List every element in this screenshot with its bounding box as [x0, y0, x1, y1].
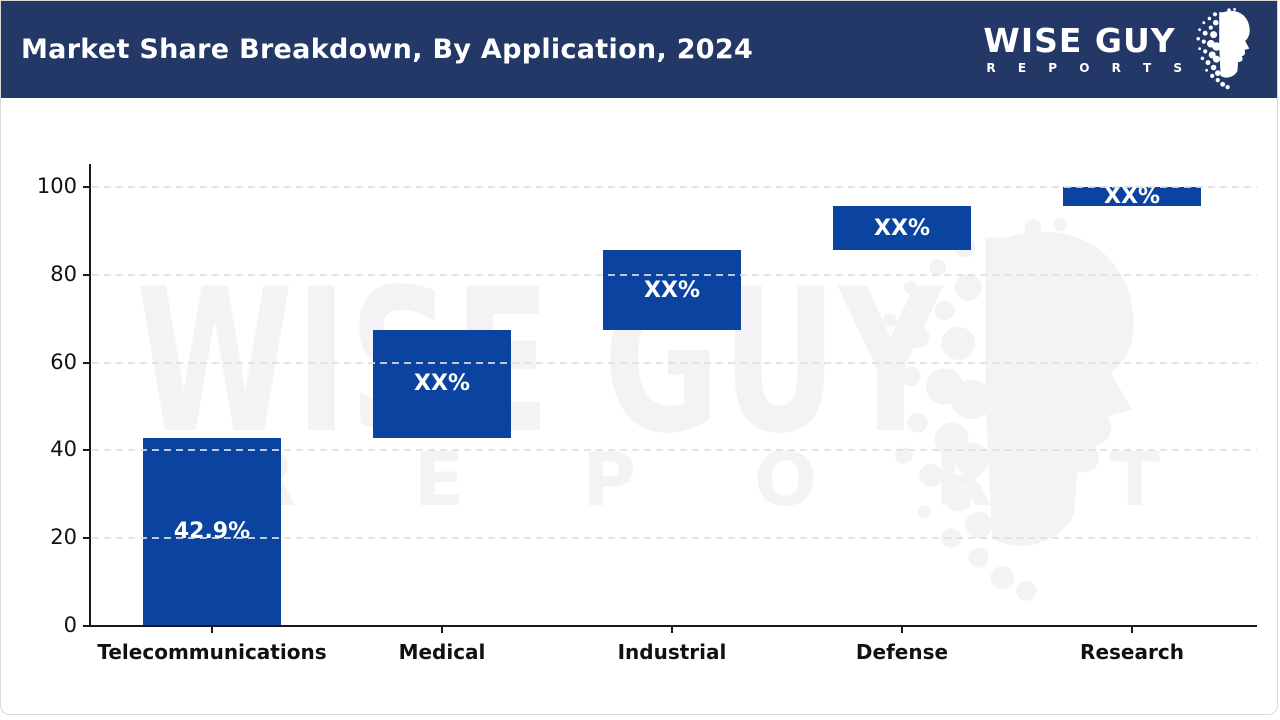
x-category-label: Telecommunications [97, 640, 327, 664]
bar-value-label: 42.9% [173, 519, 251, 545]
bar-telecommunications: 42.9% [143, 437, 281, 626]
gridline-y-100 [92, 186, 1257, 188]
y-tick-label-80: 80 [50, 261, 77, 286]
wiseguy-logo: WISE GUY R E P O R T S [983, 8, 1265, 92]
x-tick-mark-3 [901, 627, 903, 633]
gridline-y-40 [92, 449, 1257, 452]
bar-research: XX% [1063, 183, 1201, 209]
y-tick-label-0: 0 [63, 613, 77, 637]
bar-medical: XX% [373, 330, 511, 438]
x-category-label: Medical [398, 640, 486, 664]
x-category-label: Industrial [617, 640, 727, 664]
bar-value-label: XX% [644, 277, 700, 303]
x-category-label: Research [1080, 640, 1184, 664]
wiseguy-logo-text: WISE GUY R E P O R T S [983, 24, 1191, 75]
x-axis-line [89, 625, 1257, 627]
x-tick-mark-4 [1131, 627, 1133, 633]
x-tick-mark-2 [671, 627, 673, 633]
wiseguy-face-icon [1193, 8, 1265, 92]
bar-value-label: XX% [1104, 183, 1160, 209]
y-tick-label-20: 20 [50, 525, 77, 550]
x-tick-mark-1 [441, 627, 443, 633]
x-tick-mark-0 [211, 627, 213, 633]
y-tick-mark-20 [83, 537, 90, 540]
gridline-y-60 [92, 361, 1257, 364]
logo-subtitle: R E P O R T S [986, 61, 1191, 75]
chart-area: WISE GUY R E P O R T S 42.9% XX% XX% XX% XX%… [1, 98, 1278, 714]
page-title: Market Share Breakdown, By Application, … [21, 34, 754, 65]
bar-industrial: XX% [603, 250, 741, 331]
bar-value-label: XX% [414, 371, 470, 397]
y-tick-mark-60 [83, 361, 90, 364]
wiseguy-face-watermark [863, 218, 1203, 614]
bar-defense: XX% [833, 205, 971, 251]
y-tick-label-40: 40 [50, 437, 77, 462]
x-category-label: Defense [855, 640, 949, 664]
gridline-y-20 [92, 537, 1257, 540]
gridline-y-80 [92, 273, 1257, 276]
watermark-subtitle: R E P O R T S [239, 437, 1278, 523]
logo-wordmark: WISE GUY [983, 21, 1176, 60]
y-tick-mark-0 [83, 625, 90, 627]
y-tick-label-100: 100 [36, 174, 77, 198]
y-axis-line [89, 164, 91, 626]
y-tick-label-60: 60 [50, 349, 77, 374]
y-tick-mark-100 [83, 186, 90, 188]
header: Market Share Breakdown, By Application, … [1, 1, 1277, 98]
y-tick-mark-80 [83, 273, 90, 276]
bar-value-label: XX% [874, 215, 930, 241]
y-tick-mark-40 [83, 449, 90, 452]
